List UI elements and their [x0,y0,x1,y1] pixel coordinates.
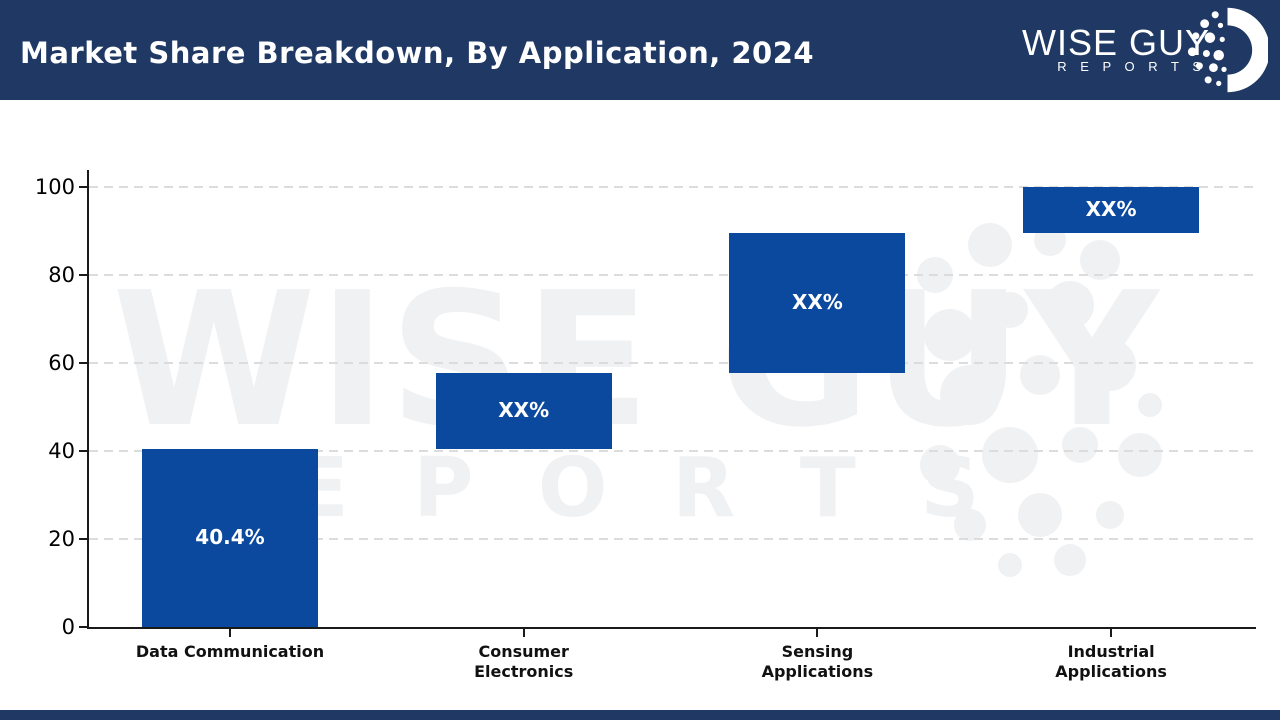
x-axis-category-label-line: Electronics [474,662,574,681]
y-axis-tick [79,538,87,540]
y-axis-tick [79,626,87,628]
brand-logo: WISE GUY R E P O R T S [1018,0,1268,100]
x-axis-category-label: Sensing Applications [667,642,967,682]
x-axis-tick [816,629,819,637]
x-axis-line [87,627,1256,629]
y-axis-tick-label: 40 [48,439,75,463]
watermark-face-dots [896,223,1162,577]
x-axis-category-label: Industrial Applications [961,642,1261,682]
watermark-wordmark: WISE GUY [112,252,1161,468]
footer-bar [0,710,1280,720]
x-axis-category-label-line: Consumer [478,642,569,661]
y-axis-tick [79,450,87,452]
y-axis-tick-label: 0 [61,615,75,639]
x-axis-tick [229,629,231,637]
bar-value-label: XX% [498,398,550,423]
bar-value-label: XX% [1085,197,1137,222]
y-axis-tick [79,362,87,364]
x-axis-category-label-line: Applications [761,662,874,681]
logo-face-icon [1187,7,1268,93]
bar-segment [435,373,612,450]
x-axis-category-label-line: Data Communication [135,642,325,661]
x-axis-category-label-line: Sensing [781,642,854,661]
bar-segment [729,233,906,374]
logo-wordmark: WISE GUY [1021,22,1210,63]
x-axis-category-label: Consumer Electronics [374,642,674,682]
page-title: Market Share Breakdown, By Application, … [20,36,815,70]
y-axis-tick-label: 20 [48,527,75,551]
gridline [89,450,1256,452]
bar-value-label: XX% [791,290,843,315]
gridline [89,538,1256,540]
y-axis-tick-label: 80 [48,263,75,287]
header-bar: Market Share Breakdown, By Application, … [0,0,1280,100]
y-axis-tick-label: 100 [34,175,75,199]
bar-segment [142,449,318,627]
x-axis-category-label-line: Industrial [1067,642,1155,661]
y-axis-line [87,170,89,629]
bar-value-label: 40.4% [195,525,265,550]
x-axis-category-label: Data Communication [80,642,380,662]
bar-segment [1023,187,1200,234]
gridline [89,362,1256,364]
x-axis-tick [522,629,525,637]
gridline [89,186,1256,188]
x-axis-category-label-line: Applications [1055,662,1167,681]
y-axis-tick [79,274,87,276]
logo-reports-text: R E P O R T S [1057,59,1206,74]
x-axis-tick [1110,629,1113,637]
gridline [89,274,1256,276]
y-axis-tick [79,186,87,188]
y-axis-tick-label: 60 [48,351,75,375]
